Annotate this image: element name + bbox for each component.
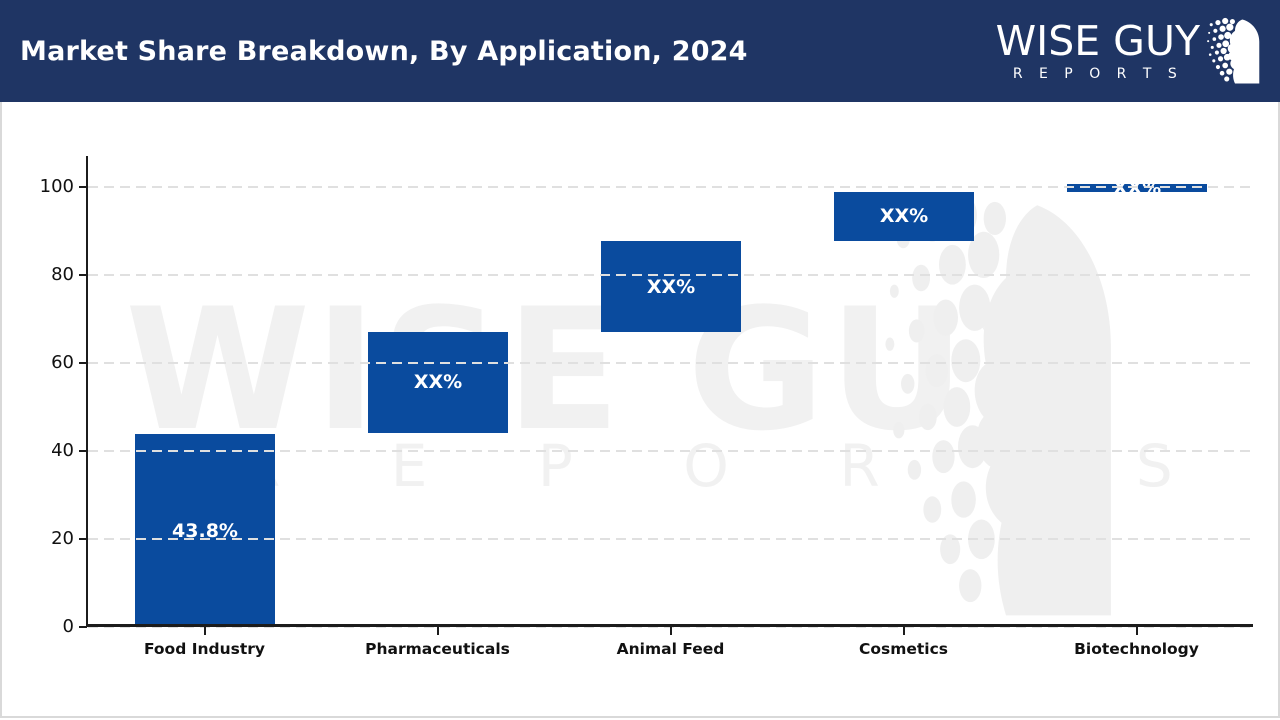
x-axis-tick bbox=[669, 627, 672, 635]
x-axis-tick bbox=[1135, 627, 1138, 635]
logo-subtext: R E P O R T S bbox=[1012, 66, 1183, 82]
gridline bbox=[88, 185, 1253, 188]
y-axis-tick bbox=[79, 449, 87, 452]
y-axis-line bbox=[86, 156, 88, 627]
x-axis-tick bbox=[902, 627, 905, 635]
x-axis-tick bbox=[203, 627, 206, 635]
bar-value-label: XX% bbox=[879, 205, 929, 228]
y-axis-tick-label: 20 bbox=[51, 527, 74, 549]
bar-animal-feed: XX% bbox=[601, 240, 741, 333]
gridline bbox=[88, 449, 1253, 452]
gridline bbox=[88, 361, 1253, 364]
y-axis-tick bbox=[79, 361, 87, 364]
y-axis-tick bbox=[79, 185, 87, 188]
bar-value-label: 43.8% bbox=[172, 519, 238, 542]
bar-value-label: XX% bbox=[1112, 176, 1162, 199]
frame-left-edge bbox=[0, 102, 2, 718]
bar-biotechnology: XX% bbox=[1067, 177, 1207, 199]
x-axis-category-label: Animal Feed bbox=[616, 640, 725, 658]
x-axis-category-label: Cosmetics bbox=[858, 640, 949, 658]
logo-wordmark: WISE GUY bbox=[995, 17, 1200, 65]
bar-value-label: XX% bbox=[646, 275, 696, 298]
x-axis-category-label: Food Industry bbox=[143, 640, 266, 658]
bottom-divider bbox=[0, 716, 1280, 718]
x-axis-tick bbox=[436, 627, 439, 635]
y-axis-tick bbox=[79, 537, 87, 540]
y-axis-tick-label: 80 bbox=[51, 263, 74, 285]
y-axis-tick bbox=[79, 626, 87, 628]
bar-pharmaceuticals: XX% bbox=[368, 332, 508, 433]
bar-cosmetics: XX% bbox=[834, 191, 974, 241]
y-axis-tick-label: 0 bbox=[62, 616, 74, 637]
wiseguy-logo: WISE GUY R E P O R T S bbox=[996, 12, 1266, 90]
wiseguy-face-icon bbox=[1207, 17, 1260, 84]
bar-value-label: XX% bbox=[413, 371, 463, 394]
header-bar: Market Share Breakdown, By Application, … bbox=[0, 0, 1280, 102]
x-axis-category-label: Pharmaceuticals bbox=[365, 640, 510, 658]
gridline bbox=[88, 537, 1253, 540]
y-axis-tick-label: 60 bbox=[51, 351, 74, 373]
frame-right-edge bbox=[1278, 102, 1280, 718]
bar-food-industry: 43.8% bbox=[135, 434, 275, 627]
gridline bbox=[88, 273, 1253, 276]
y-axis-tick-label: 40 bbox=[51, 439, 74, 461]
y-axis-tick-label: 100 bbox=[39, 175, 74, 197]
y-axis-tick bbox=[79, 273, 87, 276]
x-axis-category-label: Biotechnology bbox=[1074, 640, 1199, 658]
page-title: Market Share Breakdown, By Application, … bbox=[20, 35, 748, 67]
x-axis-line bbox=[86, 624, 1253, 627]
